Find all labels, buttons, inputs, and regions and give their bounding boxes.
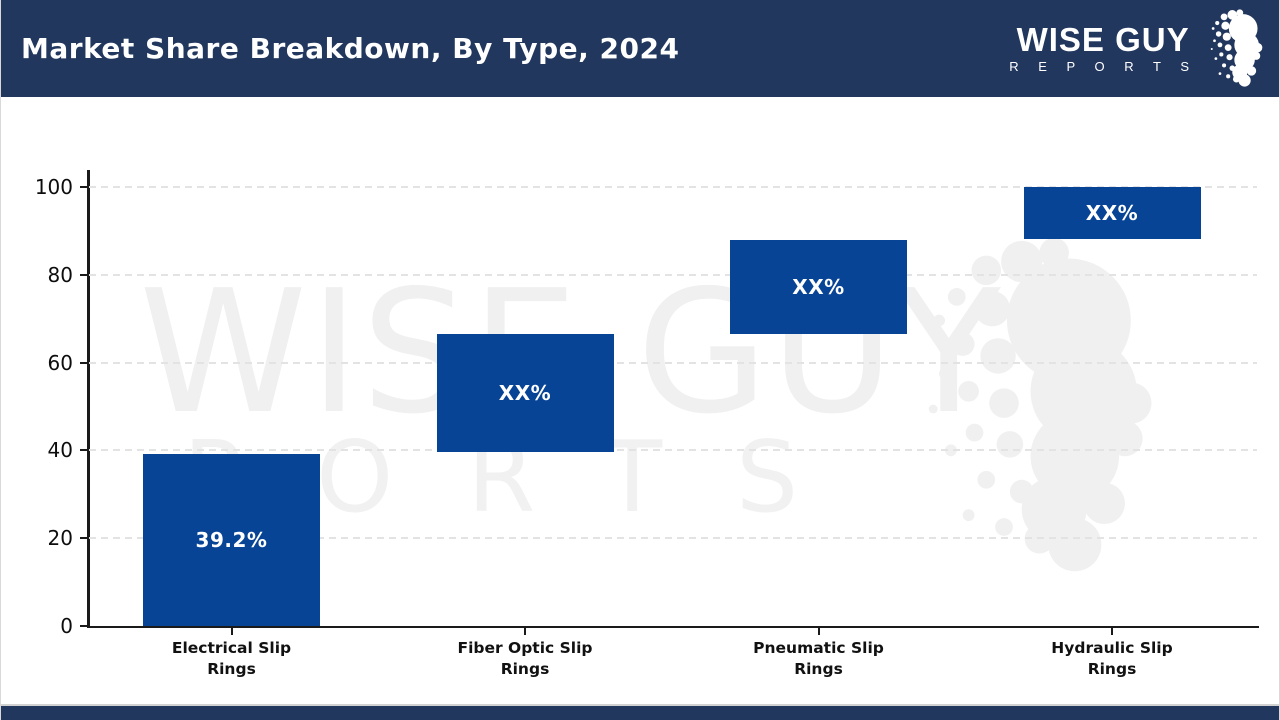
x-tick-1 (524, 628, 526, 635)
y-tick-20 (80, 537, 88, 540)
y-tick-0 (80, 625, 88, 627)
x-axis (87, 625, 1259, 628)
bar-value-label: XX% (792, 274, 845, 299)
footer-divider (1, 704, 1279, 706)
bar-value-label: XX% (498, 380, 552, 405)
gridline-y-60 (89, 361, 1257, 364)
x-category-label: Pneumatic Slip Rings (753, 639, 884, 678)
y-tick-60 (80, 361, 88, 364)
bar-segment: XX% (730, 239, 907, 335)
y-tick-label-80: 80 (47, 262, 73, 287)
y-tick-40 (80, 449, 88, 452)
wiseguy-logo: WISE GUY R E P O R T S (1009, 0, 1271, 97)
gridline-y-40 (89, 449, 1257, 452)
y-tick-label-40: 40 (47, 438, 73, 463)
y-axis (87, 170, 90, 628)
x-tick-3 (1111, 628, 1113, 635)
y-tick-label-20: 20 (47, 526, 73, 551)
y-tick-label-100: 100 (34, 175, 73, 199)
x-category-label: Electrical Slip Rings (171, 639, 292, 678)
logo-sub: R E P O R T S (1009, 59, 1197, 74)
footer-bar (1, 706, 1279, 720)
y-tick-100 (80, 186, 88, 188)
bar-value-label: XX% (1085, 200, 1139, 225)
watermark-head-icon (928, 237, 1152, 572)
wiseguy-head-icon (1210, 8, 1263, 87)
x-category-label: Hydraulic Slip Rings (1051, 639, 1173, 678)
logo-text: WISE GUY R E P O R T S (1009, 21, 1197, 75)
header: Market Share Breakdown, By Type, 2024 WI… (1, 0, 1279, 97)
bar-segment: XX% (436, 333, 614, 453)
page-title: Market Share Breakdown, By Type, 2024 (21, 32, 680, 65)
y-tick-label-0: 0 (60, 614, 73, 638)
gridline-y-20 (89, 537, 1257, 540)
bar-segment: 39.2% (143, 453, 320, 626)
bar-segment: XX% (1023, 187, 1201, 239)
logo-name: WISE GUY (1016, 21, 1190, 58)
x-tick-2 (817, 628, 820, 635)
x-category-label: Fiber Optic Slip Rings (457, 639, 593, 678)
gridline-y-80 (89, 273, 1257, 276)
y-tick-label-60: 60 (47, 350, 73, 375)
x-tick-0 (230, 628, 233, 635)
bar-value-label: 39.2% (195, 527, 268, 552)
gridline-y-100 (89, 186, 1257, 188)
y-tick-80 (80, 273, 88, 276)
